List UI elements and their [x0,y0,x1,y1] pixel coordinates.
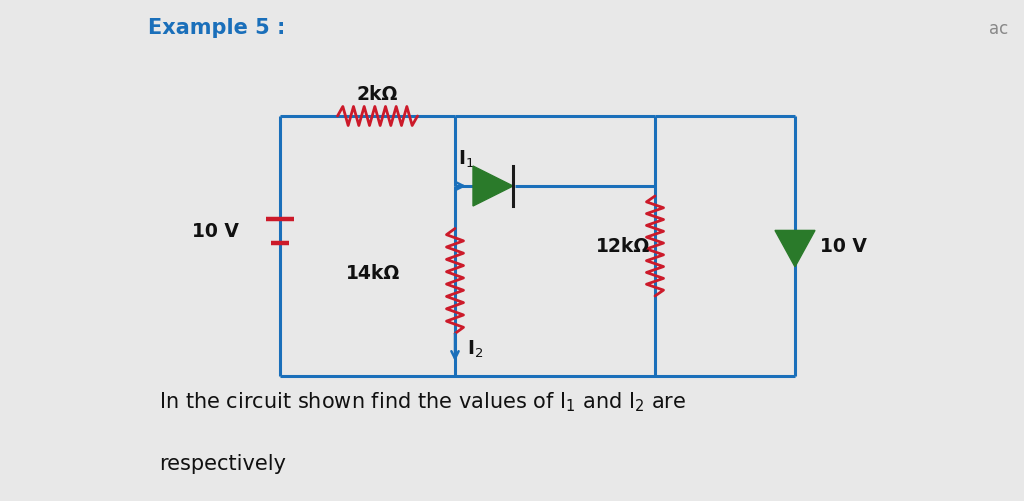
Text: 12kΩ: 12kΩ [596,237,650,256]
Text: Example 5 :: Example 5 : [148,18,286,38]
Text: 14kΩ: 14kΩ [346,264,400,283]
Text: 2kΩ: 2kΩ [356,85,398,104]
Text: 10 V: 10 V [191,222,239,241]
Text: 10 V: 10 V [819,237,866,256]
Text: In the circuit shown find the values of I$_1$ and I$_2$ are: In the circuit shown find the values of … [159,390,686,413]
Polygon shape [473,167,513,206]
Text: I$_1$: I$_1$ [458,148,474,170]
Text: ac: ac [989,20,1009,38]
Polygon shape [775,231,815,267]
Text: I$_2$: I$_2$ [467,338,483,359]
Text: respectively: respectively [159,453,286,473]
